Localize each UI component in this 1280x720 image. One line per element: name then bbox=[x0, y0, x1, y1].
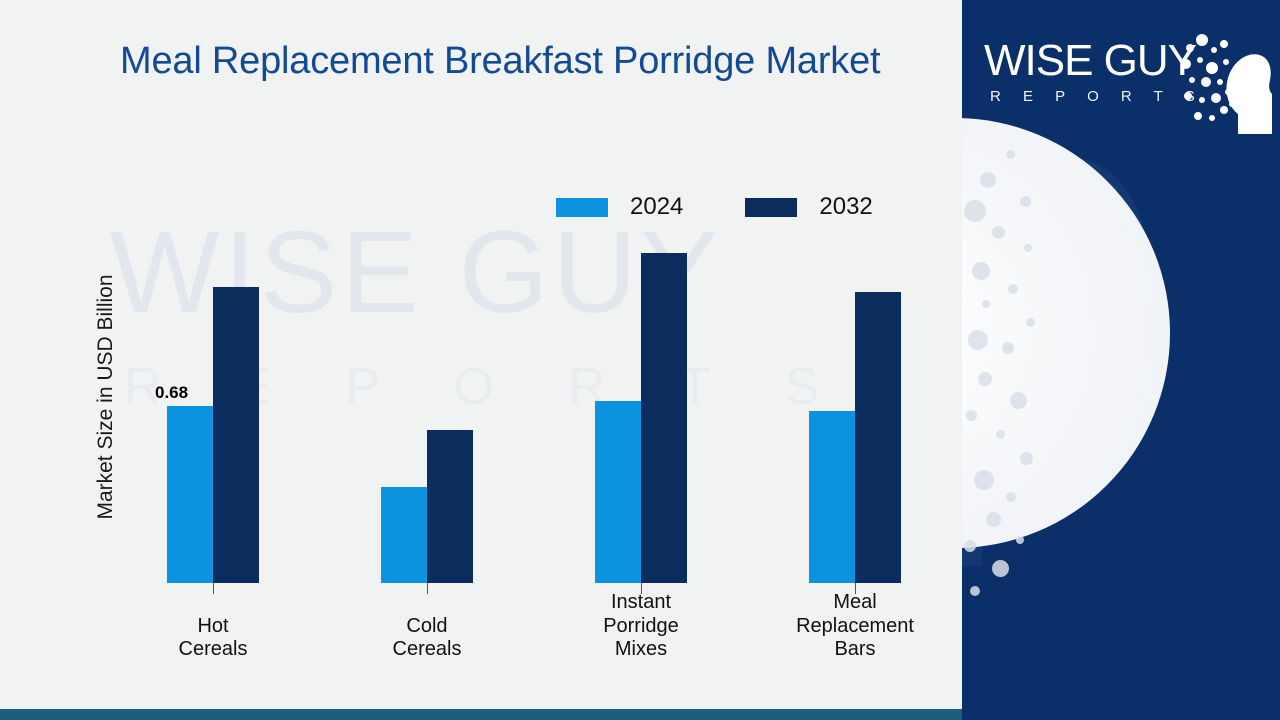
panel-dot-13 bbox=[1010, 392, 1027, 409]
panel-dot-3 bbox=[1020, 196, 1031, 207]
panel-dot-12 bbox=[978, 372, 992, 386]
panel-dot-6 bbox=[972, 262, 990, 280]
x-axis-tick-3 bbox=[855, 583, 856, 594]
panel-dot-5 bbox=[1024, 244, 1032, 252]
x-axis-category-label-3: Meal Replacement Bars bbox=[796, 591, 914, 661]
panel-dot-2 bbox=[964, 200, 986, 222]
bar-2032-0 bbox=[213, 287, 259, 583]
x-axis-tick-1 bbox=[427, 583, 428, 594]
chart-legend: 2024 2032 bbox=[556, 193, 935, 221]
panel-dot-11 bbox=[1026, 318, 1035, 327]
panel-dot-23 bbox=[970, 586, 980, 596]
bar-2024-1 bbox=[381, 487, 427, 583]
panel-dot-15 bbox=[996, 430, 1005, 439]
panel-dot-17 bbox=[974, 470, 994, 490]
bar-2032-2 bbox=[641, 253, 687, 583]
logo-head-profile-icon bbox=[1181, 34, 1272, 134]
panel-dot-16 bbox=[1020, 452, 1033, 465]
panel-dot-14 bbox=[966, 410, 977, 421]
x-axis-category-label-0: Hot Cereals bbox=[178, 614, 248, 661]
legend-label-2024: 2024 bbox=[630, 193, 684, 220]
panel-dot-18 bbox=[1006, 492, 1016, 502]
legend-item-2024[interactable]: 2024 bbox=[556, 193, 683, 221]
legend-swatch-2024 bbox=[556, 197, 608, 217]
bar-2024-3 bbox=[809, 411, 855, 583]
legend-label-2032: 2032 bbox=[819, 193, 873, 220]
panel-dot-0 bbox=[980, 172, 996, 188]
panel-dot-22 bbox=[992, 560, 1009, 577]
bar-2032-1 bbox=[427, 430, 473, 583]
bar-2032-3 bbox=[855, 292, 901, 583]
panel-dot-4 bbox=[992, 226, 1005, 239]
bar-value-label-0: 0.68 bbox=[155, 383, 189, 402]
brand-panel bbox=[962, 0, 1280, 720]
bottom-accent-strip bbox=[0, 709, 962, 720]
panel-dot-19 bbox=[986, 512, 1001, 527]
panel-dot-20 bbox=[964, 540, 976, 552]
page-title: Meal Replacement Breakfast Porridge Mark… bbox=[120, 40, 881, 82]
panel-dot-1 bbox=[1006, 150, 1015, 159]
x-axis-category-label-1: Cold Cereals bbox=[392, 614, 462, 661]
logo-secondary-text: R E P O R T S bbox=[990, 88, 1204, 105]
panel-dot-9 bbox=[968, 330, 988, 350]
legend-swatch-2032 bbox=[745, 197, 798, 217]
brand-logo: WISE GUY R E P O R T S bbox=[984, 32, 1272, 134]
x-axis-category-label-2: Instant Porridge Mixes bbox=[603, 591, 679, 661]
logo-primary-text: WISE GUY bbox=[984, 36, 1197, 85]
bar-2024-2 bbox=[595, 401, 641, 583]
panel-dot-7 bbox=[1008, 284, 1018, 294]
chart-plot-area: Market Size in USD Billion 2024 2032 0.6… bbox=[94, 193, 935, 661]
x-axis-tick-2 bbox=[641, 583, 642, 594]
panel-dot-8 bbox=[982, 300, 990, 308]
panel-dot-10 bbox=[1002, 342, 1014, 354]
chart-bars-layer: 0.68 Hot Cereals Cold Cereals Instant Porridge… bbox=[155, 253, 914, 661]
bar-2024-0 bbox=[167, 406, 213, 583]
panel-dot-21 bbox=[1016, 536, 1024, 544]
x-axis-tick-0 bbox=[213, 583, 214, 594]
legend-item-2032[interactable]: 2032 bbox=[745, 193, 873, 221]
